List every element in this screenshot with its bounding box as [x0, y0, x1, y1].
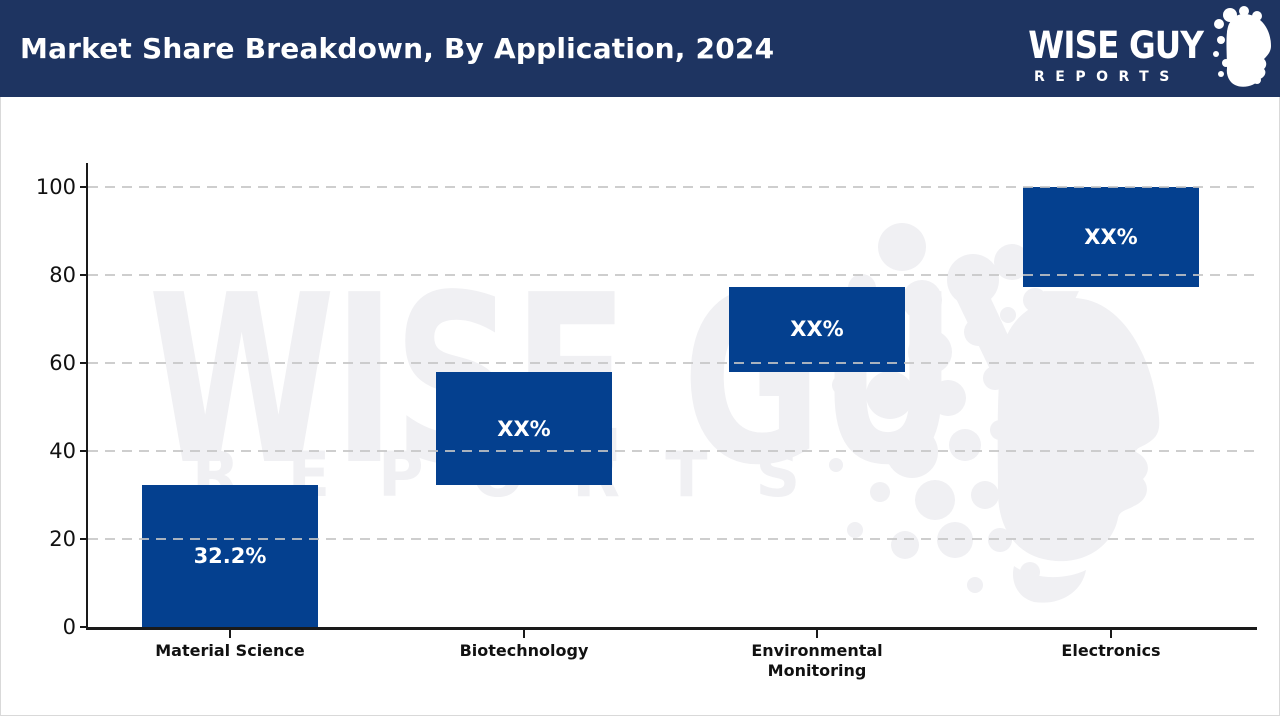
- gridline-100: [88, 186, 1257, 188]
- x-tick-environmental-monitoring: [816, 630, 818, 638]
- x-label-material-science: Material Science: [155, 641, 305, 660]
- y-tick-20: [80, 538, 88, 540]
- bar-material-science: 32.2%: [142, 485, 318, 627]
- bar-value-label: 32.2%: [193, 544, 267, 569]
- x-label-biotechnology: Biotechnology: [459, 641, 589, 660]
- y-tick-100: [80, 186, 88, 188]
- x-tick-biotechnology: [523, 630, 525, 638]
- y-tick-label-100: 100: [35, 175, 76, 199]
- y-tick-label-60: 60: [49, 351, 76, 375]
- gridline-80: [88, 274, 1257, 276]
- logo-subtext: REPORTS: [1034, 69, 1180, 85]
- bar-electronics: XX%: [1023, 187, 1199, 287]
- y-tick-60: [80, 362, 88, 364]
- y-tick-label-0: 0: [62, 615, 76, 639]
- y-tick-label-40: 40: [49, 439, 76, 463]
- header-band: Market Share Breakdown, By Application, …: [0, 0, 1280, 97]
- logo-wordmark: WISE GUY: [1028, 25, 1204, 67]
- x-axis-line: [86, 627, 1257, 630]
- bar-value-label: XX%: [790, 317, 844, 342]
- y-tick-0: [80, 626, 88, 628]
- gridline-20: [88, 538, 1257, 540]
- bar-biotechnology: XX%: [436, 371, 612, 486]
- y-axis-line: [86, 163, 88, 630]
- x-label-electronics: Electronics: [1061, 641, 1161, 660]
- y-tick-80: [80, 274, 88, 276]
- y-tick-40: [80, 450, 88, 452]
- y-tick-label-80: 80: [49, 263, 76, 287]
- page-title: Market Share Breakdown, By Application, …: [20, 32, 775, 65]
- x-tick-electronics: [1110, 630, 1112, 638]
- x-label-environmental-monitoring: Environmental Monitoring: [751, 641, 883, 680]
- gridline-40: [88, 450, 1257, 452]
- wise-guy-reports-logo: WISE GUY REPORTS: [1028, 6, 1271, 87]
- bar-environmental-monitoring: XX%: [729, 286, 905, 372]
- bar-value-label: XX%: [1084, 224, 1138, 249]
- logo-face-profile-icon: [1226, 13, 1271, 87]
- bar-value-label: XX%: [497, 416, 551, 441]
- y-tick-label-20: 20: [49, 527, 76, 551]
- x-tick-material-science: [229, 630, 231, 638]
- gridline-60: [88, 362, 1257, 364]
